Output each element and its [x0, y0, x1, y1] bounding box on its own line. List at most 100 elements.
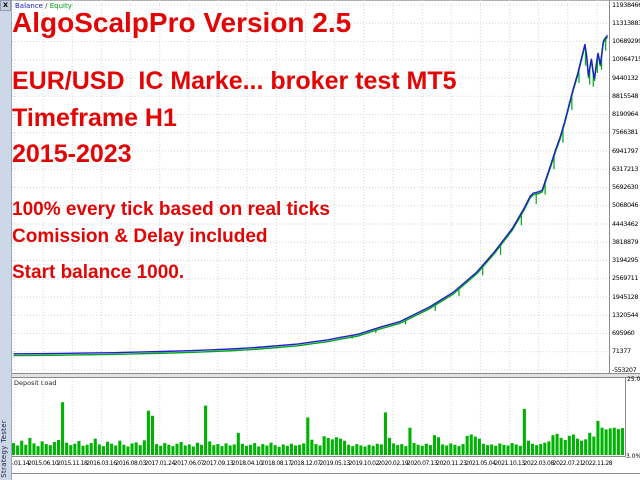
- value-axis-tick: 5692630: [612, 183, 639, 191]
- deposit-load-bar: [195, 442, 199, 455]
- deposit-load-bar: [265, 445, 269, 455]
- deposit-load-bar: [48, 445, 52, 455]
- deposit-load-bar: [97, 444, 101, 455]
- deposit-load-bar: [453, 444, 457, 455]
- deposit-load-bar: [604, 429, 608, 455]
- deposit-load-bar: [175, 443, 179, 455]
- deposit-load-bar: [416, 444, 420, 455]
- deposit-load-bar: [150, 415, 155, 455]
- deposit-load-bar: [269, 442, 273, 455]
- deposit-load-bar: [24, 444, 28, 455]
- deposit-load-bar: [563, 440, 567, 455]
- deposit-load-bar: [77, 441, 81, 455]
- deposit-load-bar: [347, 444, 351, 455]
- deposit-load-bar: [371, 445, 375, 455]
- date-axis-tick: 2017.06.07: [173, 460, 205, 467]
- legend-equity-label: Equity: [49, 2, 72, 10]
- deposit-load-bar: [465, 435, 469, 455]
- deposit-load-bar: [620, 428, 624, 455]
- value-axis-tick: -553207: [612, 365, 637, 374]
- deposit-load-bar: [101, 446, 105, 455]
- deposit-load-bar: [105, 441, 110, 455]
- top-border: [11, 0, 640, 1]
- deposit-load-bar: [261, 444, 265, 455]
- deposit-load-bar: [16, 445, 20, 455]
- deposit-load-bar: [208, 441, 212, 455]
- value-axis-tick: 1320544: [612, 310, 639, 319]
- strategy-tester-sidebar: x Strategy Tester: [0, 0, 12, 480]
- deposit-load-bar: [469, 434, 473, 455]
- legend-separator: /: [42, 2, 50, 10]
- deposit-load-bar: [330, 439, 334, 455]
- deposit-load-bar: [412, 443, 416, 455]
- deposit-load-bar: [494, 445, 498, 455]
- close-icon[interactable]: x: [0, 0, 11, 11]
- deposit-load-bar: [502, 444, 506, 455]
- deposit-load-bar: [277, 446, 281, 455]
- deposit-load-bar: [526, 440, 531, 455]
- deposit-load-bar: [183, 445, 187, 455]
- value-axis-tick: 3818879: [612, 237, 639, 246]
- deposit-load-bar: [506, 445, 510, 455]
- value-axis-tick: 11938466: [612, 0, 640, 9]
- deposit-load-bar: [240, 443, 244, 455]
- overlay-title: AlgoScalpPro Version 2.5: [12, 7, 352, 38]
- sidebar-tab-label[interactable]: Strategy Tester: [0, 420, 8, 478]
- date-axis-tick: 2020.02.19: [377, 460, 409, 467]
- deposit-load-bar: [65, 442, 69, 455]
- deposit-load-bar: [142, 440, 146, 455]
- deposit-load-bar: [608, 428, 612, 455]
- deposit-load-bar: [293, 445, 298, 455]
- legend: Balance / Equity: [15, 2, 72, 10]
- deposit-load-bar: [359, 445, 363, 455]
- deposit-load-bar: [56, 440, 61, 455]
- date-axis-tick: 2018.04.10: [232, 460, 263, 467]
- value-axis-tick: 2569711: [612, 274, 639, 283]
- deposit-pct-top-label: 25.0%: [627, 376, 640, 383]
- deposit-load-bar: [167, 444, 171, 455]
- deposit-load-bar: [584, 439, 588, 455]
- deposit-load-bar: [473, 436, 477, 455]
- deposit-load-bar: [126, 446, 130, 455]
- deposit-load-bar: [40, 441, 44, 455]
- overlay-start-balance: Start balance 1000.: [12, 262, 185, 283]
- date-axis-tick: 2018.12.07: [290, 460, 321, 467]
- deposit-load-bar: [616, 429, 620, 455]
- deposit-load-bar: [461, 444, 465, 455]
- deposit-load-bar: [306, 417, 310, 455]
- date-axis-tick: 2017.01.24: [144, 460, 176, 467]
- deposit-load-bar: [477, 438, 481, 455]
- deposit-load-bar: [199, 444, 204, 455]
- deposit-load-bar: [44, 444, 48, 455]
- deposit-load-bar: [612, 427, 616, 455]
- deposit-load-bar: [191, 446, 195, 455]
- bottom-border: [0, 473, 640, 474]
- deposit-load-bar: [187, 444, 191, 455]
- deposit-load-bar: [318, 445, 322, 455]
- deposit-load-bar: [326, 437, 330, 455]
- deposit-load-bar: [204, 405, 208, 455]
- deposit-load-bar: [457, 446, 461, 455]
- date-axis-tick: 2021.05.04: [465, 460, 496, 467]
- deposit-load-bar: [547, 441, 551, 455]
- deposit-load-bar: [216, 444, 220, 455]
- deposit-baseline: [12, 456, 626, 457]
- deposit-load-bar: [343, 440, 347, 455]
- deposit-load-bar: [355, 444, 359, 455]
- date-axis-tick: 2022.03.08: [523, 460, 555, 467]
- value-axis-separator: [609, 0, 610, 373]
- deposit-load-bar: [220, 446, 224, 455]
- deposit-load-bar: [281, 444, 285, 455]
- deposit-load-bar: [134, 442, 138, 455]
- deposit-load-bar: [146, 410, 150, 455]
- deposit-load-bar: [404, 446, 408, 455]
- date-axis-tick: 2017.09.13: [202, 460, 234, 467]
- deposit-load-bar: [249, 444, 253, 455]
- deposit-load-bar: [596, 420, 600, 455]
- date-axis-tick: 2015.06.10: [27, 460, 59, 467]
- deposit-load-bar: [379, 444, 383, 455]
- deposit-load-bar: [555, 433, 559, 455]
- deposit-load-bar: [257, 446, 261, 455]
- deposit-load-bar: [302, 443, 306, 455]
- pane-separator[interactable]: [11, 373, 640, 378]
